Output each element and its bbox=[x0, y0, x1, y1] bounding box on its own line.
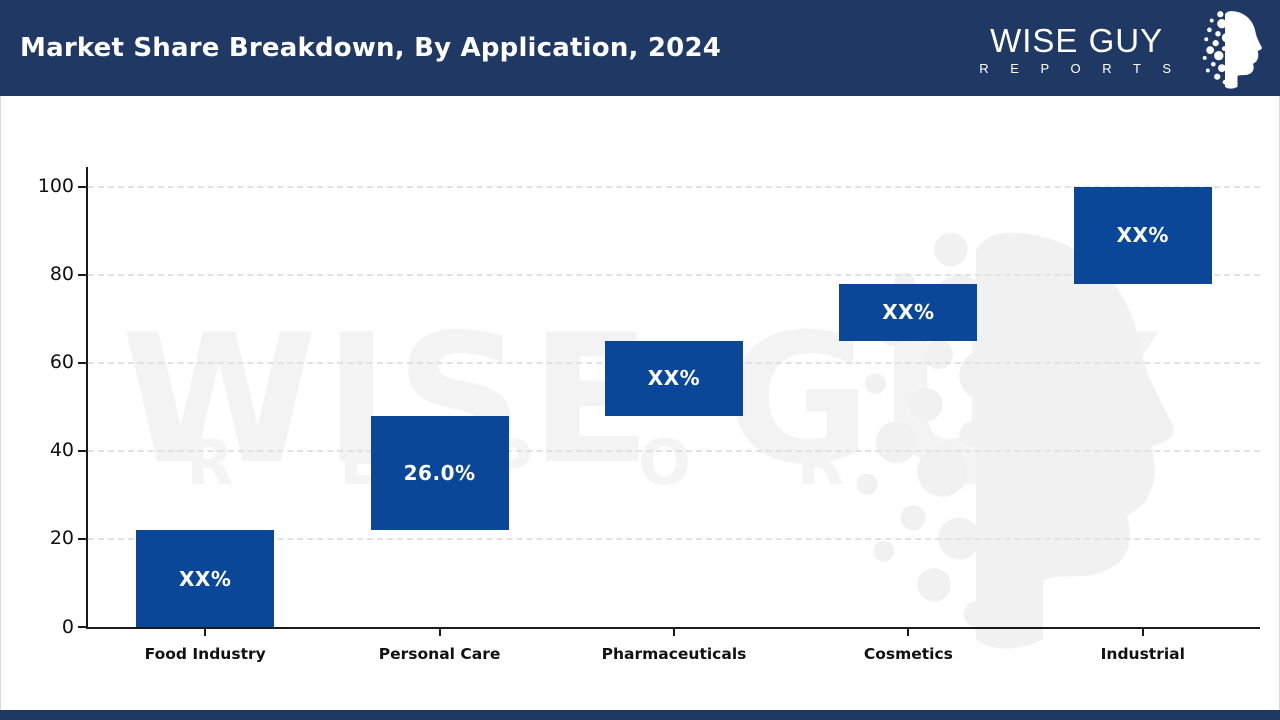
y-tick-label: 0 bbox=[61, 615, 74, 638]
x-axis-label: Personal Care bbox=[378, 645, 501, 663]
plot-area: 0 20 40 60 80 100 XX% Food Industry 26.0% Persona… bbox=[38, 167, 1260, 663]
x-tick-mark bbox=[907, 629, 910, 636]
y-tick-label: 40 bbox=[49, 439, 74, 462]
bar-value-label: 26.0% bbox=[403, 460, 476, 485]
bar-value-label: XX% bbox=[647, 366, 701, 391]
bar-value-label: XX% bbox=[882, 300, 935, 325]
y-tick-mark bbox=[78, 273, 86, 276]
dotted-head-profile-icon bbox=[1186, 8, 1264, 90]
x-tick-mark bbox=[204, 629, 207, 636]
bar: XX% bbox=[839, 283, 978, 341]
bar: XX% bbox=[136, 530, 275, 627]
page-title: Market Share Breakdown, By Application, … bbox=[20, 33, 722, 63]
y-gridline bbox=[88, 185, 1260, 188]
bar: XX% bbox=[605, 340, 743, 416]
y-tick-mark bbox=[78, 449, 86, 452]
brand-subname: R E P O R T S bbox=[979, 60, 1180, 76]
bar-value-label: XX% bbox=[178, 566, 232, 591]
bar-value-label: XX% bbox=[1116, 223, 1169, 248]
x-axis-label: Cosmetics bbox=[863, 645, 953, 663]
y-tick-label: 60 bbox=[49, 351, 74, 374]
y-gridline bbox=[88, 273, 1260, 276]
header-band: Market Share Breakdown, By Application, … bbox=[0, 0, 1280, 96]
y-gridline bbox=[88, 449, 1260, 452]
x-tick-mark bbox=[438, 629, 441, 636]
y-tick-mark bbox=[78, 185, 86, 188]
x-axis-label: Food Industry bbox=[144, 645, 266, 663]
x-axis-line bbox=[86, 627, 1260, 629]
brand-name: WISE GUY bbox=[990, 21, 1164, 59]
y-tick-label: 20 bbox=[49, 527, 74, 550]
y-tick-label: 80 bbox=[49, 263, 74, 286]
bar: XX% bbox=[1073, 186, 1212, 284]
x-axis-label: Industrial bbox=[1100, 645, 1185, 663]
y-axis-line bbox=[86, 167, 88, 629]
x-tick-mark bbox=[1141, 629, 1144, 636]
brand-logo-block: WISE GUY R E P O R T S bbox=[973, 8, 1264, 90]
footer-band bbox=[0, 710, 1280, 720]
y-tick-mark bbox=[78, 361, 86, 364]
y-tick-mark bbox=[78, 537, 86, 540]
y-tick-label: 100 bbox=[37, 175, 74, 198]
y-gridline bbox=[88, 537, 1260, 540]
y-tick-mark bbox=[78, 626, 86, 628]
brand-wordmark: WISE GUY R E P O R T S bbox=[973, 21, 1180, 76]
x-axis-label: Pharmaceuticals bbox=[601, 645, 747, 663]
x-tick-mark bbox=[673, 629, 675, 636]
bar: 26.0% bbox=[370, 415, 509, 531]
